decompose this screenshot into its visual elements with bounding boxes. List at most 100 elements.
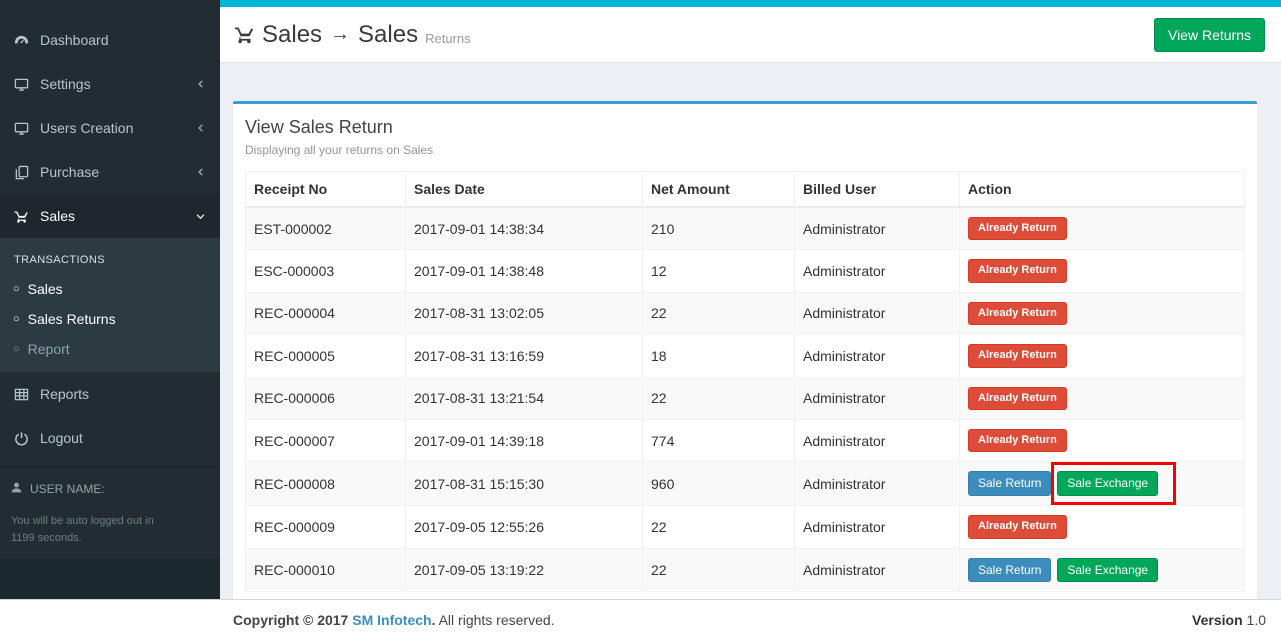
column-header-sales-date: Sales Date (405, 171, 643, 208)
sale-exchange-button[interactable]: Sale Exchange (1057, 557, 1159, 583)
copy-icon (14, 165, 40, 180)
already-return-badge: Already Return (968, 386, 1067, 410)
sidebar-subitem-sales[interactable]: ○ Sales (0, 274, 220, 304)
version-number: 1.0 (1246, 611, 1266, 628)
billed-user-cell: Administrator (794, 461, 960, 507)
sale-return-button[interactable]: Sale Return (968, 557, 1052, 583)
sidebar-item-label: Sales (40, 208, 76, 224)
action-cell: Already Return (959, 291, 1245, 336)
column-header-action: Action (959, 171, 1245, 208)
sidebar-subitem-label: Sales (27, 281, 63, 297)
billed-user-cell: Administrator (794, 547, 960, 593)
company-link[interactable]: SM Infotech (352, 611, 432, 628)
receipt-no-cell: REC-000008 (245, 461, 406, 507)
net-amount-cell: 12 (642, 249, 795, 293)
sales-returns-table-body: EST-000002 2017-09-01 14:38:34 210 Admin… (245, 206, 1245, 593)
column-header-net-amount: Net Amount (642, 171, 795, 208)
table-row: REC-000010 2017-09-05 13:19:22 22 Admini… (245, 547, 1245, 593)
content-header: Sales → Sales Returns View Returns (220, 7, 1281, 62)
annotation-highlight-box: Sale Exchange (1051, 462, 1176, 505)
net-amount-cell: 22 (642, 505, 795, 549)
sales-date-cell: 2017-09-01 14:39:18 (405, 418, 643, 463)
top-accent-bar (220, 0, 1281, 7)
sales-returns-table: Receipt No Sales Date Net Amount Billed … (245, 171, 1245, 593)
table-row: ESC-000003 2017-09-01 14:38:48 12 Admini… (245, 249, 1245, 293)
net-amount-cell: 960 (642, 461, 795, 507)
sidebar-item-sales[interactable]: Sales (0, 194, 220, 238)
billed-user-cell: Administrator (794, 418, 960, 463)
main-content: Sales → Sales Returns View Returns View … (220, 0, 1281, 599)
table-row: REC-000007 2017-09-01 14:39:18 774 Admin… (245, 418, 1245, 463)
arrow-right-icon: → (330, 23, 351, 45)
sidebar: Dashboard Settings Users Creation (0, 0, 220, 599)
billed-user-cell: Administrator (794, 291, 960, 336)
breadcrumb: Sales → Sales Returns (234, 21, 471, 49)
table-header: Receipt No Sales Date Net Amount Billed … (245, 171, 1245, 208)
column-header-receipt-no: Receipt No (245, 171, 406, 208)
receipt-no-cell: REC-000010 (245, 547, 406, 593)
view-returns-button[interactable]: View Returns (1153, 17, 1265, 52)
table-row: REC-000009 2017-09-05 12:55:26 22 Admini… (245, 505, 1245, 549)
receipt-no-cell: REC-000005 (245, 334, 406, 378)
sidebar-item-purchase[interactable]: Purchase (0, 150, 220, 194)
card-title: View Sales Return (245, 117, 393, 137)
sidebar-subitem-label: Report (27, 341, 70, 357)
sidebar-subitem-report[interactable]: ○ Report (0, 334, 220, 364)
card-subtitle: Displaying all your returns on Sales (245, 143, 434, 157)
receipt-no-cell: REC-000006 (245, 376, 406, 420)
action-cell: Already Return (959, 505, 1245, 549)
sale-exchange-button[interactable]: Sale Exchange (1057, 471, 1159, 497)
billed-user-cell: Administrator (794, 249, 960, 293)
sales-date-cell: 2017-09-01 14:38:34 (405, 206, 643, 251)
billed-user-cell: Administrator (794, 334, 960, 378)
action-cell: Already Return (959, 418, 1245, 463)
sidebar-item-logout[interactable]: Logout (0, 416, 220, 460)
table-row: REC-000004 2017-08-31 13:02:05 22 Admini… (245, 291, 1245, 336)
user-info-block: USER NAME: You will be auto logged out i… (0, 466, 220, 547)
rights-text: All rights reserved. (438, 611, 555, 628)
chevron-left-icon (196, 79, 206, 89)
table-row: EST-000002 2017-09-01 14:38:34 210 Admin… (245, 206, 1245, 251)
net-amount-cell: 22 (642, 376, 795, 420)
chevron-down-icon (195, 211, 206, 222)
action-cell: Already Return (959, 334, 1245, 378)
action-cell: Already Return (959, 376, 1245, 420)
sidebar-item-settings[interactable]: Settings (0, 62, 220, 106)
net-amount-cell: 22 (642, 291, 795, 336)
action-cell: Sale Return Sale Exchange (959, 461, 1245, 507)
sidebar-item-label: Settings (40, 76, 91, 92)
dashboard-icon (14, 33, 40, 48)
net-amount-cell: 210 (642, 206, 795, 251)
sidebar-item-reports[interactable]: Reports (0, 372, 220, 416)
breadcrumb-sub: Returns (425, 30, 471, 46)
sidebar-subitem-label: Sales Returns (27, 311, 116, 327)
chevron-left-icon (196, 167, 206, 177)
version-text: Version 1.0 (1192, 611, 1266, 628)
content-body: View Sales Return Displaying all your re… (220, 62, 1281, 599)
sales-date-cell: 2017-09-05 13:19:22 (405, 547, 643, 593)
cart-icon (234, 24, 255, 45)
billed-user-cell: Administrator (794, 376, 960, 420)
circle-icon: ○ (13, 342, 20, 355)
auto-logout-note: You will be auto logged out in 1199 seco… (11, 515, 154, 545)
receipt-no-cell: REC-000007 (245, 418, 406, 463)
sales-date-cell: 2017-08-31 13:02:05 (405, 291, 643, 336)
table-row: REC-000005 2017-08-31 13:16:59 18 Admini… (245, 334, 1245, 378)
sidebar-item-dashboard[interactable]: Dashboard (0, 18, 220, 62)
already-return-badge: Already Return (968, 301, 1067, 326)
circle-icon: ○ (13, 312, 20, 325)
action-cell: Already Return (959, 206, 1245, 251)
receipt-no-cell: REC-000009 (245, 505, 406, 549)
sale-return-button[interactable]: Sale Return (968, 471, 1052, 497)
table-row: REC-000008 2017-08-31 15:15:30 960 Admin… (245, 461, 1245, 507)
sidebar-nav: Dashboard Settings Users Creation (0, 0, 220, 547)
already-return-badge: Already Return (968, 344, 1067, 368)
sales-return-card: View Sales Return Displaying all your re… (233, 101, 1257, 599)
billed-user-cell: Administrator (794, 206, 960, 251)
sidebar-subitem-sales-returns[interactable]: ○ Sales Returns (0, 304, 220, 334)
sidebar-item-label: Reports (40, 386, 90, 402)
billed-user-cell: Administrator (794, 505, 960, 549)
sidebar-item-users-creation[interactable]: Users Creation (0, 106, 220, 150)
sales-date-cell: 2017-09-01 14:38:48 (405, 249, 643, 293)
